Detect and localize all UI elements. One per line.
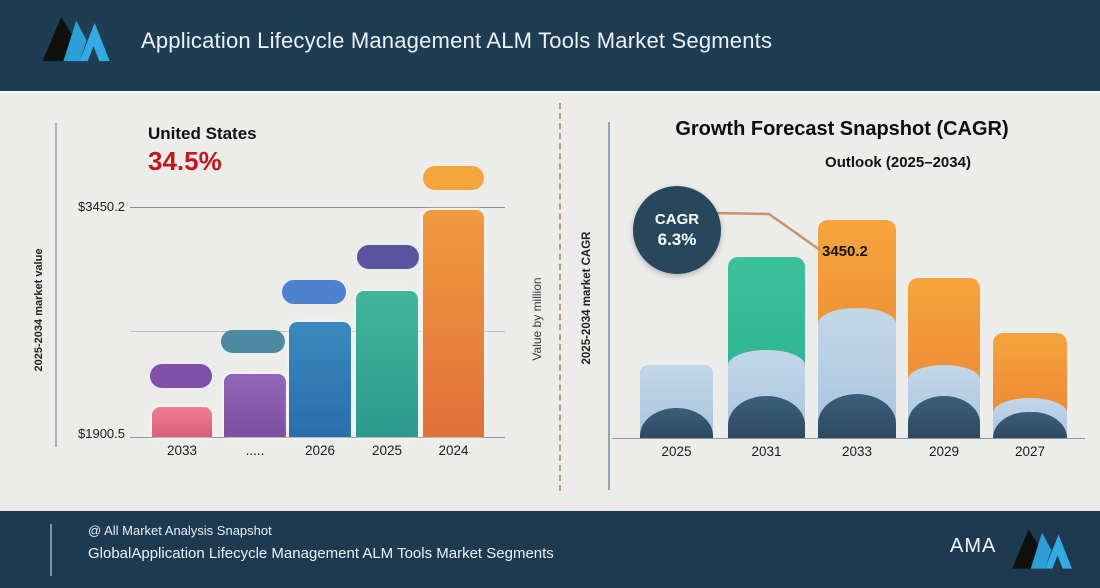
right-x-axis-line	[612, 438, 1085, 439]
x-tick-.....: .....	[245, 443, 265, 458]
left-y-axis-title: 2025-2034 market value	[33, 248, 45, 372]
left-bar-2024	[423, 210, 484, 437]
ama-logo-icon	[1012, 529, 1072, 569]
footer-brand-text: AMA	[950, 535, 997, 557]
footer-bar: @ All Market Analysis Snapshot GlobalApp…	[0, 511, 1100, 588]
left-y-axis-line	[55, 123, 57, 447]
page-title: Application Lifecycle Management ALM Too…	[141, 28, 773, 53]
cagr-badge-value: 6.3%	[657, 229, 697, 249]
x-tick-2027: 2027	[1014, 444, 1046, 459]
right-bar-2031-dome-segment	[728, 396, 805, 438]
x-tick-2031: 2031	[751, 444, 782, 459]
footer-tagline: @ All Market Analysis Snapshot	[88, 523, 272, 538]
region-label: United States	[148, 124, 257, 143]
left-bar-cap-2024	[423, 166, 484, 190]
y-tick-top: $3450.2	[78, 199, 125, 214]
x-tick-2024: 2024	[438, 443, 469, 458]
left-bar-cap-2026	[282, 280, 346, 304]
x-tick-2026: 2026	[304, 443, 336, 458]
right-chart-subtitle: Outlook (2025–2034)	[825, 154, 971, 171]
panel-divider	[559, 103, 561, 491]
labeled-bar-value: 3450.2	[822, 243, 868, 260]
left-x-axis-line	[130, 437, 505, 438]
right-chart-title: Growth Forecast Snapshot (CAGR)	[675, 118, 1009, 140]
gridline-3450	[130, 207, 505, 208]
left-bar-cap-2025	[357, 245, 419, 269]
right-bar-2029-dome-segment	[908, 396, 980, 438]
left-bar-2026	[289, 322, 351, 437]
left-bar-2025	[356, 291, 418, 437]
y-tick-bottom: $1900.5	[78, 426, 125, 441]
left-bar-2033	[152, 407, 212, 437]
left-bar-cap-.....	[221, 330, 285, 353]
right-bar-2033-dome-segment	[818, 394, 896, 438]
market-share-value: 34.5%	[148, 146, 222, 176]
cagr-badge: CAGR 6.3%	[633, 186, 721, 274]
header-bar: Application Lifecycle Management ALM Too…	[0, 0, 1100, 91]
x-tick-2025: 2025	[661, 444, 692, 459]
left-bar-.....	[224, 374, 286, 437]
x-tick-2033: 2033	[841, 444, 873, 459]
ama-logo-icon	[42, 17, 110, 62]
right-y-axis-title: 2025-2034 market CAGR	[581, 231, 593, 365]
x-tick-2033: 2033	[166, 443, 198, 458]
footer-report-title: GlobalApplication Lifecycle Management A…	[88, 545, 554, 562]
right-y-axis-line	[608, 122, 610, 490]
footer-divider	[50, 524, 52, 576]
left-bar-cap-2033	[150, 364, 212, 388]
value-axis-label: Value by million	[530, 277, 544, 361]
cagr-badge-label: CAGR	[654, 210, 700, 228]
x-tick-2025: 2025	[371, 443, 403, 458]
x-tick-2029: 2029	[928, 444, 960, 459]
